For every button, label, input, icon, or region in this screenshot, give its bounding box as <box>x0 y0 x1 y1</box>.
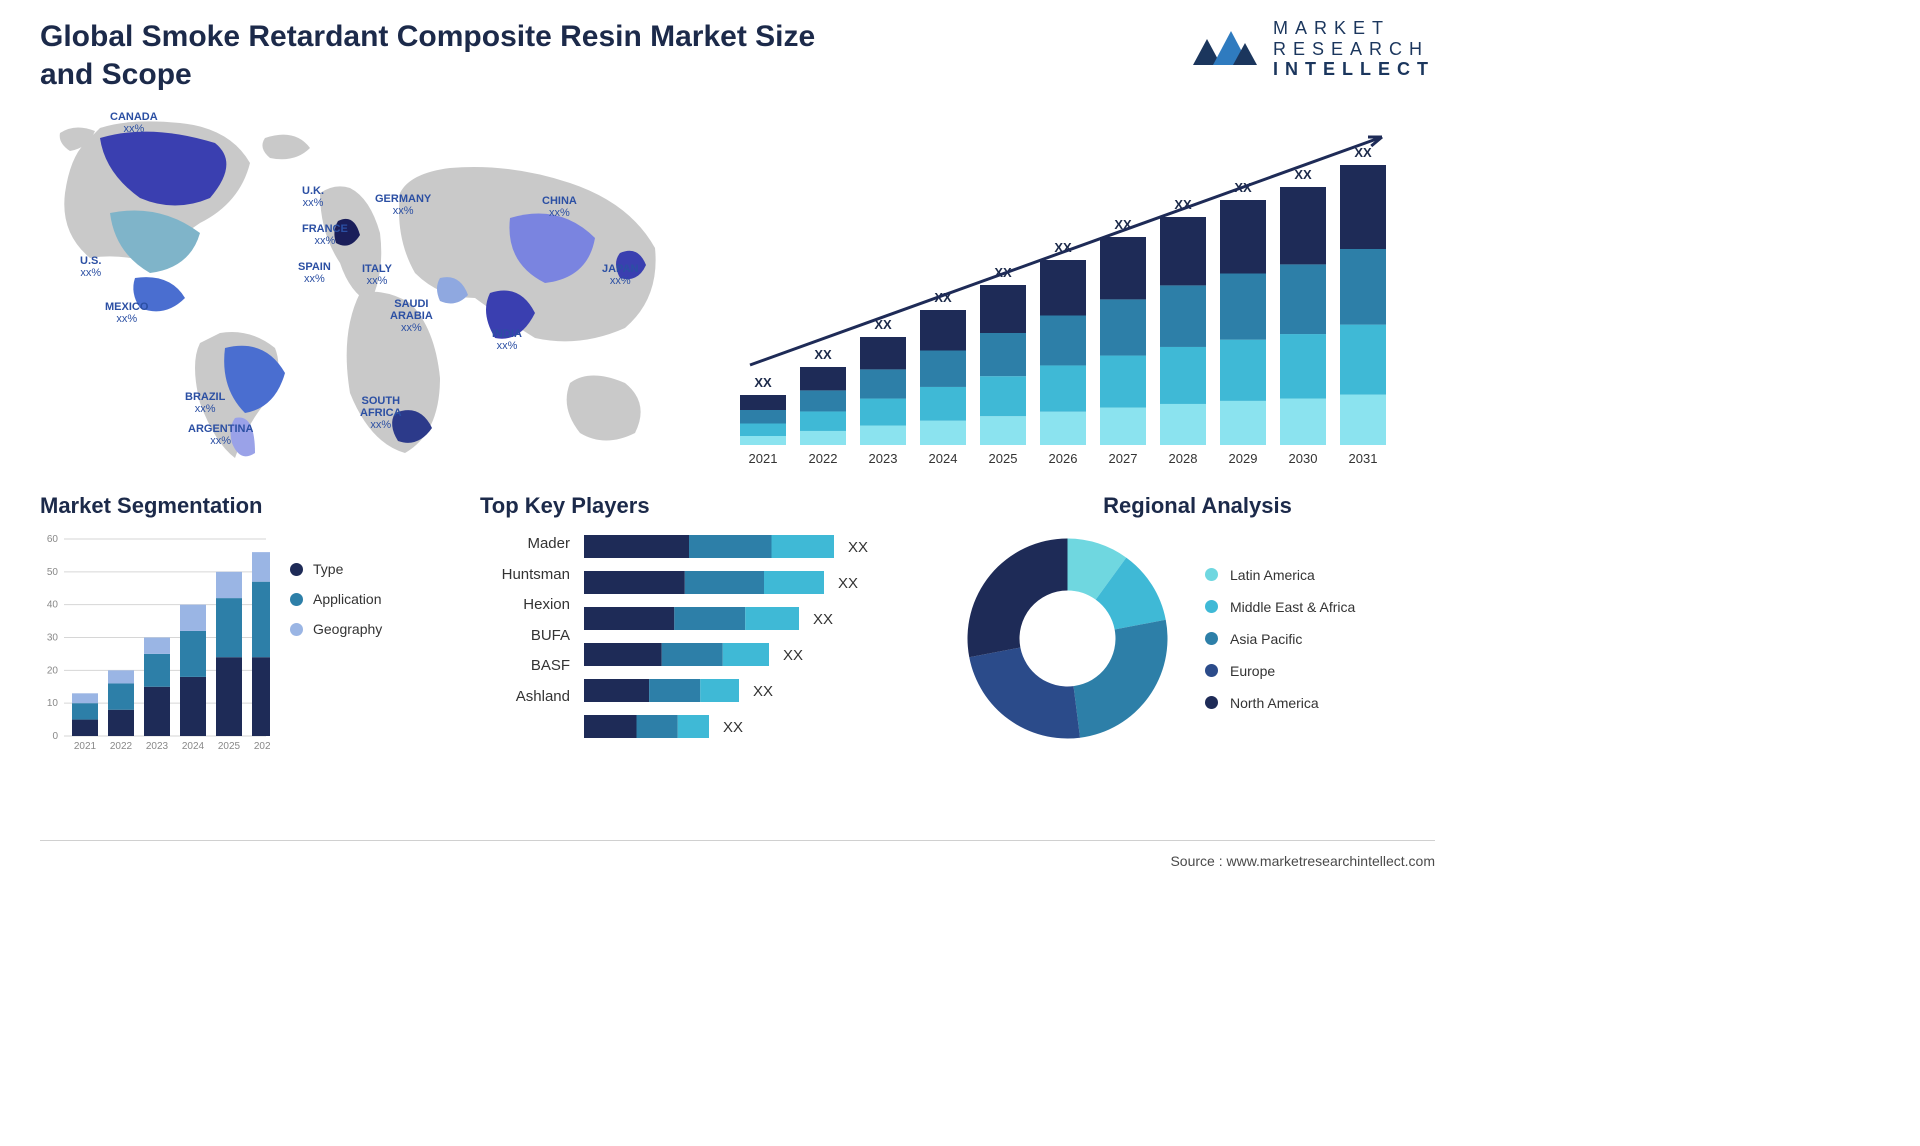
players-title: Top Key Players <box>480 493 920 519</box>
segmentation-chart: 0 10 20 30 40 50 60 2021 2022 2023 2024 2025 2026 <box>40 531 270 756</box>
svg-text:60: 60 <box>47 534 59 545</box>
svg-text:2029: 2029 <box>1229 451 1258 466</box>
player-label-mader: Mader <box>480 535 570 552</box>
svg-text:XX: XX <box>848 539 868 556</box>
map-label-uk: U.K.xx% <box>302 185 324 209</box>
svg-text:2021: 2021 <box>749 451 778 466</box>
svg-text:50: 50 <box>47 567 59 578</box>
svg-text:30: 30 <box>47 633 59 644</box>
svg-text:XX: XX <box>753 683 773 700</box>
growth-chart: XX2021XX2022XX2023XX2024XX2025XX2026XX20… <box>720 103 1435 473</box>
map-label-canada: CANADAxx% <box>110 111 158 135</box>
svg-text:10: 10 <box>47 698 59 709</box>
map-label-germany: GERMANYxx% <box>375 193 431 217</box>
player-label-huntsman: Huntsman <box>480 566 570 583</box>
svg-text:2030: 2030 <box>1289 451 1318 466</box>
map-label-spain: SPAINxx% <box>298 261 331 285</box>
world-map: CANADAxx% U.S.xx% MEXICOxx% BRAZILxx% ARGENT… <box>40 103 680 473</box>
segmentation-legend: Type Application Geography <box>290 531 382 756</box>
svg-text:2021: 2021 <box>74 741 97 752</box>
player-label-hexion: Hexion <box>480 596 570 613</box>
svg-text:XX: XX <box>814 347 832 362</box>
map-label-japan: JAPANxx% <box>602 263 638 287</box>
player-label-basf: BASF <box>480 657 570 674</box>
map-label-mexico: MEXICOxx% <box>105 301 148 325</box>
seg-legend-type: Type <box>290 561 382 577</box>
region-legend-middle-east---africa: Middle East & Africa <box>1205 599 1355 615</box>
map-label-us: U.S.xx% <box>80 255 101 279</box>
svg-text:2023: 2023 <box>869 451 898 466</box>
map-label-brazil: BRAZILxx% <box>185 391 225 415</box>
map-label-italy: ITALYxx% <box>362 263 392 287</box>
region-legend-europe: Europe <box>1205 663 1355 679</box>
svg-text:XX: XX <box>754 375 772 390</box>
svg-text:XX: XX <box>838 575 858 592</box>
region-legend-latin-america: Latin America <box>1205 567 1355 583</box>
svg-text:0: 0 <box>52 731 58 742</box>
svg-text:XX: XX <box>783 647 803 664</box>
players-labels: Mader Huntsman Hexion BUFA BASF Ashland <box>480 531 570 705</box>
svg-text:2023: 2023 <box>146 741 169 752</box>
map-label-southafrica: SOUTHAFRICAxx% <box>360 395 402 431</box>
svg-text:2022: 2022 <box>809 451 838 466</box>
svg-text:2028: 2028 <box>1169 451 1198 466</box>
svg-text:2027: 2027 <box>1109 451 1138 466</box>
page-title: Global Smoke Retardant Composite Resin M… <box>40 18 840 93</box>
footer-separator <box>40 840 1435 841</box>
player-label-ashland: Ashland <box>480 688 570 705</box>
map-label-argentina: ARGENTINAxx% <box>188 423 253 447</box>
svg-text:2026: 2026 <box>254 741 270 752</box>
regional-donut <box>960 531 1175 746</box>
regional-title: Regional Analysis <box>960 493 1435 519</box>
svg-text:2025: 2025 <box>218 741 241 752</box>
svg-text:XX: XX <box>723 719 743 736</box>
region-legend-asia-pacific: Asia Pacific <box>1205 631 1355 647</box>
svg-text:2024: 2024 <box>929 451 958 466</box>
region-legend-north-america: North America <box>1205 695 1355 711</box>
brand-logo: MARKET RESEARCH INTELLECT <box>1191 18 1435 80</box>
player-label-bufa: BUFA <box>480 627 570 644</box>
svg-text:2026: 2026 <box>1049 451 1078 466</box>
svg-text:2022: 2022 <box>110 741 133 752</box>
map-label-india: INDIAxx% <box>492 328 522 352</box>
logo-mark-icon <box>1191 25 1261 73</box>
map-label-saudiarabia: SAUDIARABIAxx% <box>390 298 433 334</box>
svg-text:2025: 2025 <box>989 451 1018 466</box>
seg-legend-geography: Geography <box>290 621 382 637</box>
regional-legend: Latin America Middle East & Africa Asia Pa… <box>1205 567 1355 711</box>
svg-text:2024: 2024 <box>182 741 205 752</box>
source-attribution: Source : www.marketresearchintellect.com <box>1170 853 1435 869</box>
svg-text:2031: 2031 <box>1349 451 1378 466</box>
players-chart: XX XX XX XX XX XX <box>584 531 920 756</box>
svg-text:40: 40 <box>47 600 59 611</box>
svg-text:XX: XX <box>813 611 833 628</box>
seg-legend-application: Application <box>290 591 382 607</box>
map-label-france: FRANCExx% <box>302 223 348 247</box>
logo-text: MARKET RESEARCH INTELLECT <box>1273 18 1435 80</box>
segmentation-title: Market Segmentation <box>40 493 440 519</box>
svg-text:20: 20 <box>47 665 59 676</box>
map-label-china: CHINAxx% <box>542 195 577 219</box>
